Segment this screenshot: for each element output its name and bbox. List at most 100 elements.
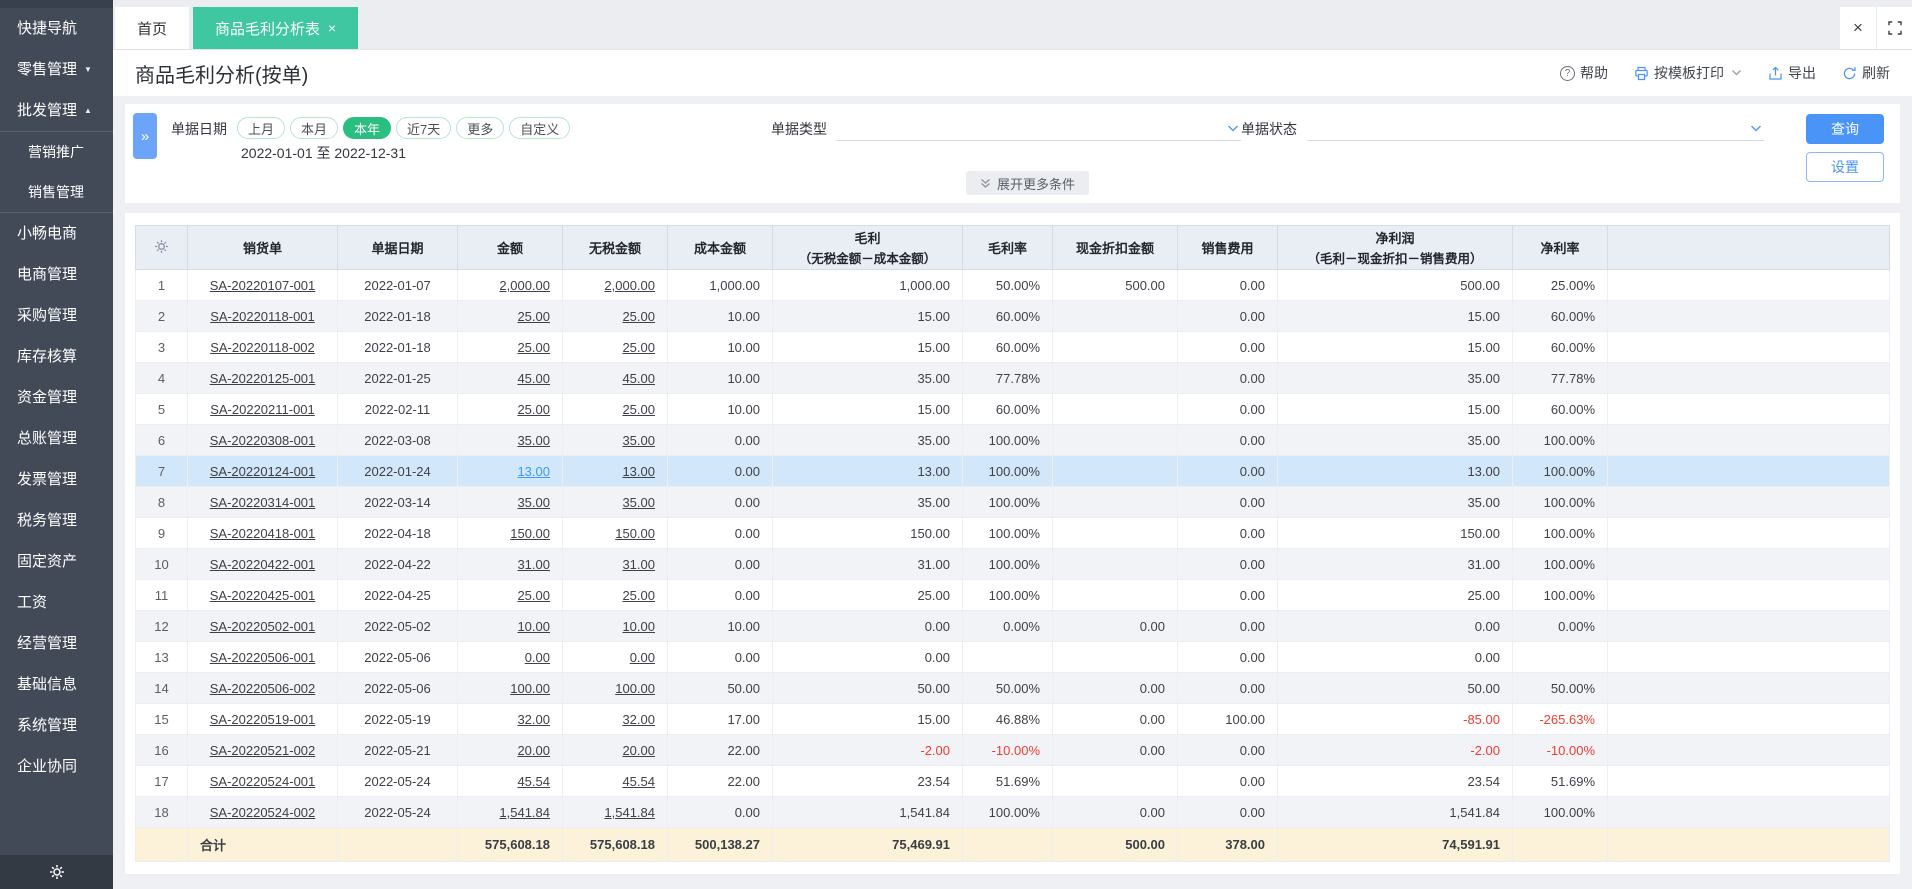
- date-pill[interactable]: 近7天: [396, 117, 452, 139]
- order-link[interactable]: SA-20220521-002: [209, 742, 316, 758]
- sidebar-item-wholesale-mgmt[interactable]: 批发管理 ▲: [0, 90, 113, 131]
- tax-free-link[interactable]: 25.00: [622, 401, 655, 417]
- order-link[interactable]: SA-20220314-001: [209, 494, 316, 510]
- sidebar-item-system-mgmt[interactable]: 系统管理: [0, 705, 113, 746]
- date-pill[interactable]: 更多: [456, 117, 505, 139]
- tax-free-link[interactable]: 35.00: [622, 432, 655, 448]
- table-row[interactable]: 12 SA-20220502-001 2022-05-02 10.00 10.0…: [135, 610, 1890, 642]
- settings-button[interactable]: 设置: [1806, 152, 1884, 182]
- order-link[interactable]: SA-20220425-001: [209, 587, 316, 603]
- sidebar-item-invoice-mgmt[interactable]: 发票管理: [0, 459, 113, 500]
- order-link[interactable]: SA-20220524-001: [209, 773, 316, 789]
- date-pill[interactable]: 本月: [290, 117, 339, 139]
- tax-free-link[interactable]: 25.00: [622, 339, 655, 355]
- sidebar-item-tax-mgmt[interactable]: 税务管理: [0, 500, 113, 541]
- order-link[interactable]: SA-20220125-001: [209, 370, 316, 386]
- amount-link[interactable]: 25.00: [517, 339, 550, 355]
- document-type-select[interactable]: [837, 117, 1241, 141]
- column-header[interactable]: 销货单: [187, 225, 338, 270]
- amount-link[interactable]: 45.00: [517, 370, 550, 386]
- table-row[interactable]: 8 SA-20220314-001 2022-03-14 35.00 35.00…: [135, 486, 1890, 518]
- sidebar-item-marketing-promo[interactable]: 营销推广: [0, 131, 113, 172]
- collapse-filters-button[interactable]: »: [133, 113, 157, 159]
- table-row[interactable]: 9 SA-20220418-001 2022-04-18 150.00 150.…: [135, 517, 1890, 549]
- column-header[interactable]: 成本金额: [667, 225, 773, 270]
- sidebar-item-purchase-mgmt[interactable]: 采购管理: [0, 295, 113, 336]
- sidebar-item-xiaochang-ecommerce[interactable]: 小畅电商: [0, 213, 113, 254]
- order-link[interactable]: SA-20220211-001: [210, 401, 315, 417]
- amount-link[interactable]: 35.00: [517, 494, 550, 510]
- amount-link[interactable]: 150.00: [510, 525, 550, 541]
- sidebar-settings-button[interactable]: [0, 855, 113, 889]
- tax-free-link[interactable]: 31.00: [622, 556, 655, 572]
- chevron-down-icon[interactable]: [1731, 69, 1742, 77]
- refresh-button[interactable]: 刷新: [1842, 63, 1890, 83]
- sidebar-item-operation-mgmt[interactable]: 经营管理: [0, 623, 113, 664]
- amount-link[interactable]: 25.00: [517, 401, 550, 417]
- amount-link[interactable]: 25.00: [517, 587, 550, 603]
- column-header[interactable]: 毛利率: [962, 225, 1053, 270]
- amount-link[interactable]: 45.54: [517, 773, 550, 789]
- table-row[interactable]: 7 SA-20220124-001 2022-01-24 13.00 13.00…: [135, 455, 1890, 487]
- amount-link[interactable]: 32.00: [517, 711, 550, 727]
- amount-link[interactable]: 35.00: [517, 432, 550, 448]
- order-link[interactable]: SA-20220118-001: [210, 308, 315, 324]
- sidebar-item-enterprise-collab[interactable]: 企业协同: [0, 746, 113, 787]
- table-row[interactable]: 13 SA-20220506-001 2022-05-06 0.00 0.00 …: [135, 641, 1890, 673]
- expand-more-conditions-button[interactable]: 展开更多条件: [965, 171, 1089, 195]
- column-header[interactable]: 金额: [457, 225, 563, 270]
- sidebar-item-general-ledger[interactable]: 总账管理: [0, 418, 113, 459]
- table-row[interactable]: 4 SA-20220125-001 2022-01-25 45.00 45.00…: [135, 362, 1890, 394]
- table-row[interactable]: 15 SA-20220519-001 2022-05-19 32.00 32.0…: [135, 703, 1890, 735]
- order-link[interactable]: SA-20220524-002: [209, 804, 316, 820]
- table-row[interactable]: 3 SA-20220118-002 2022-01-18 25.00 25.00…: [135, 331, 1890, 363]
- sidebar-item-sales-mgmt[interactable]: 销售管理: [0, 172, 113, 213]
- column-header[interactable]: 毛利 （无税金额－成本金额）: [772, 225, 963, 270]
- date-pill[interactable]: 上月: [237, 117, 286, 139]
- tax-free-link[interactable]: 32.00: [622, 711, 655, 727]
- tab-product-gross-profit[interactable]: 商品毛利分析表 ×: [193, 7, 359, 49]
- date-pill[interactable]: 自定义: [509, 117, 571, 139]
- tax-free-link[interactable]: 35.00: [622, 494, 655, 510]
- query-button[interactable]: 查询: [1806, 114, 1884, 144]
- sidebar-item-basic-info[interactable]: 基础信息: [0, 664, 113, 705]
- table-row[interactable]: 11 SA-20220425-001 2022-04-25 25.00 25.0…: [135, 579, 1890, 611]
- tax-free-link[interactable]: 150.00: [615, 525, 655, 541]
- sidebar-item-retail-mgmt[interactable]: 零售管理 ▼: [0, 49, 113, 90]
- table-row[interactable]: 5 SA-20220211-001 2022-02-11 25.00 25.00…: [135, 393, 1890, 425]
- column-header[interactable]: 现金折扣金额: [1052, 225, 1178, 270]
- order-link[interactable]: SA-20220418-001: [209, 525, 316, 541]
- help-button[interactable]: ? 帮助: [1560, 63, 1608, 83]
- fullscreen-icon[interactable]: [1876, 7, 1912, 49]
- order-link[interactable]: SA-20220124-001: [209, 463, 316, 479]
- sidebar-item-quick-nav[interactable]: 快捷导航: [0, 8, 113, 49]
- sidebar-item-funds-mgmt[interactable]: 资金管理: [0, 377, 113, 418]
- amount-link[interactable]: 1,541.84: [499, 804, 550, 820]
- date-pill[interactable]: 本年: [343, 117, 392, 139]
- order-link[interactable]: SA-20220506-002: [209, 680, 316, 696]
- sidebar-item-payroll[interactable]: 工资: [0, 582, 113, 623]
- column-header[interactable]: 净利润 （毛利－现金折扣－销售费用）: [1277, 225, 1513, 270]
- tax-free-link[interactable]: 13.00: [622, 463, 655, 479]
- amount-link[interactable]: 0.00: [524, 649, 550, 665]
- export-button[interactable]: 导出: [1768, 63, 1816, 83]
- table-row[interactable]: 10 SA-20220422-001 2022-04-22 31.00 31.0…: [135, 548, 1890, 580]
- tab-close-icon[interactable]: ×: [328, 20, 337, 36]
- tax-free-link[interactable]: 10.00: [622, 618, 655, 634]
- order-link[interactable]: SA-20220502-001: [209, 618, 316, 634]
- order-link[interactable]: SA-20220118-002: [210, 339, 315, 355]
- tax-free-link[interactable]: 45.00: [622, 370, 655, 386]
- tax-free-link[interactable]: 0.00: [629, 649, 655, 665]
- tax-free-link[interactable]: 25.00: [622, 308, 655, 324]
- column-header[interactable]: 净利率: [1512, 225, 1608, 270]
- table-row[interactable]: 6 SA-20220308-001 2022-03-08 35.00 35.00…: [135, 424, 1890, 456]
- tax-free-link[interactable]: 2,000.00: [604, 277, 655, 293]
- table-row[interactable]: 17 SA-20220524-001 2022-05-24 45.54 45.5…: [135, 765, 1890, 797]
- table-row[interactable]: 2 SA-20220118-001 2022-01-18 25.00 25.00…: [135, 300, 1890, 332]
- order-link[interactable]: SA-20220506-001: [209, 649, 316, 665]
- table-row[interactable]: 1 SA-20220107-001 2022-01-07 2,000.00 2,…: [135, 269, 1890, 301]
- order-link[interactable]: SA-20220422-001: [209, 556, 316, 572]
- amount-link[interactable]: 13.00: [517, 463, 550, 479]
- amount-link[interactable]: 100.00: [510, 680, 550, 696]
- column-settings-button[interactable]: [135, 225, 188, 270]
